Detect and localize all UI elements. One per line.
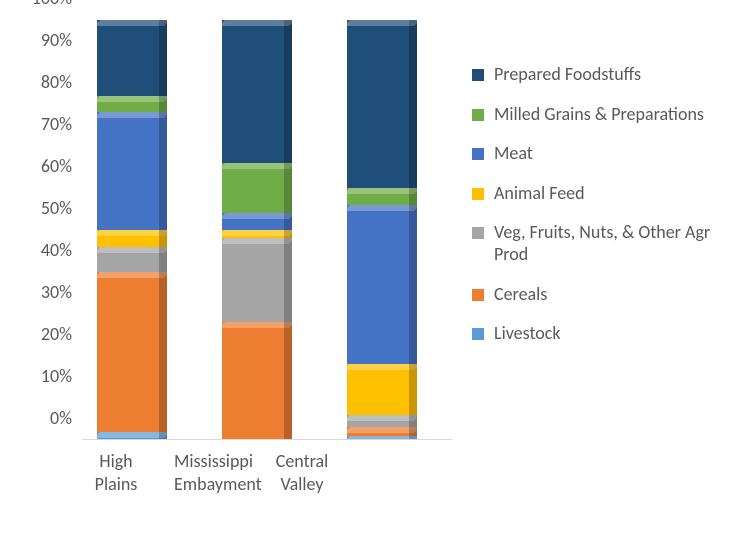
bar [347, 20, 417, 440]
bar-segment-milled [347, 188, 417, 205]
bar-segment-meat [347, 205, 417, 365]
bar-segment-cereals [222, 322, 292, 440]
bar-segment-meat [222, 213, 292, 230]
bar-segment-veg [222, 238, 292, 322]
bar-segment-feed [347, 364, 417, 414]
bar-segment-prepared [347, 20, 417, 188]
y-axis-tick: 80% [41, 71, 72, 93]
legend-item-veg: Veg, Fruits, Nuts, & Other Agr Prod [472, 222, 721, 265]
legend-swatch [472, 227, 484, 239]
legend-swatch [472, 109, 484, 121]
legend-column: Prepared Foodstuffs Milled Grains & Prepa… [452, 20, 721, 530]
legend-label: Cereals [494, 284, 721, 306]
x-axis-line [82, 439, 452, 440]
bar-segment-veg [347, 415, 417, 428]
legend-swatch [472, 148, 484, 160]
bar-segment-prepared [97, 20, 167, 96]
legend-item-feed: Animal Feed [472, 183, 721, 205]
legend-label: Meat [494, 143, 721, 165]
bar-segment-cereals [347, 427, 417, 435]
legend-label: Livestock [494, 323, 721, 345]
legend-item-milled: Milled Grains & Preparations [472, 104, 721, 126]
y-axis-tick: 60% [41, 155, 72, 177]
bar-segment-feed [97, 230, 167, 247]
legend-swatch [472, 289, 484, 301]
legend-item-prepared: Prepared Foodstuffs [472, 64, 721, 86]
bar-segment-feed [222, 230, 292, 238]
legend-swatch [472, 188, 484, 200]
x-axis-label: High Plains [81, 450, 151, 495]
plot-column: 0%10%20%30%40%50%60%70%80%90%100% High P… [12, 20, 452, 530]
legend: Prepared Foodstuffs Milled Grains & Prepa… [472, 64, 721, 345]
x-axis-labels: High Plains Mississippi Embayment Central … [82, 450, 452, 495]
x-axis-label: Central Valley [267, 450, 337, 495]
y-axis-tick: 0% [50, 407, 72, 429]
y-axis: 0%10%20%30%40%50%60%70%80%90%100% [12, 20, 82, 440]
bar [97, 20, 167, 440]
bar-segment-prepared [222, 20, 292, 163]
y-axis-tick: 30% [41, 281, 72, 303]
x-axis-label: Mississippi Embayment [174, 450, 244, 495]
y-axis-tick: 10% [41, 365, 72, 387]
chart-container: 0%10%20%30%40%50%60%70%80%90%100% High P… [12, 20, 721, 530]
bar-segment-cereals [97, 272, 167, 432]
y-axis-tick: 50% [41, 197, 72, 219]
bar-segment-milled [222, 163, 292, 213]
legend-item-cereals: Cereals [472, 284, 721, 306]
bar-segment-meat [97, 112, 167, 230]
legend-swatch [472, 69, 484, 81]
bar-segment-veg [97, 247, 167, 272]
legend-label: Prepared Foodstuffs [494, 64, 721, 86]
y-axis-tick: 40% [41, 239, 72, 261]
bar-segment-milled [97, 96, 167, 113]
y-axis-tick: 20% [41, 323, 72, 345]
legend-item-livestock: Livestock [472, 323, 721, 345]
bar [222, 20, 292, 440]
y-axis-tick: 90% [41, 29, 72, 51]
legend-label: Milled Grains & Preparations [494, 104, 721, 126]
y-axis-tick: 100% [32, 0, 72, 9]
y-axis-tick: 70% [41, 113, 72, 135]
legend-label: Animal Feed [494, 183, 721, 205]
plot-area [82, 20, 452, 440]
legend-swatch [472, 328, 484, 340]
legend-label: Veg, Fruits, Nuts, & Other Agr Prod [494, 222, 721, 265]
legend-item-meat: Meat [472, 143, 721, 165]
